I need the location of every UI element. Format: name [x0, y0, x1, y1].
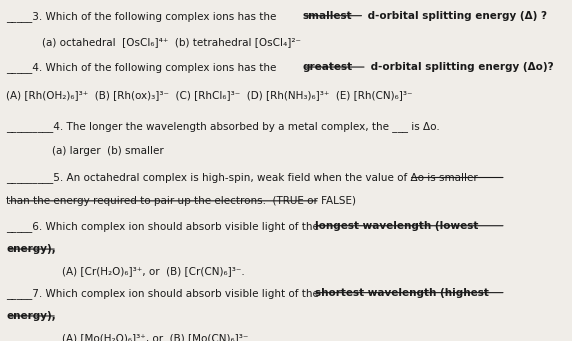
Text: greatest: greatest	[302, 62, 352, 72]
Text: d-orbital splitting energy (Δo)?: d-orbital splitting energy (Δo)?	[367, 62, 554, 72]
Text: (a) octahedral  [OsCl₆]⁴⁺  (b) tetrahedral [OsCl₄]²⁻: (a) octahedral [OsCl₆]⁴⁺ (b) tetrahedral…	[42, 37, 301, 47]
Text: energy),: energy),	[6, 244, 56, 254]
Text: longest wavelength (lowest: longest wavelength (lowest	[315, 221, 478, 231]
Text: (A) [Cr(H₂O)₆]³⁺, or  (B) [Cr(CN)₆]³⁻.: (A) [Cr(H₂O)₆]³⁺, or (B) [Cr(CN)₆]³⁻.	[62, 266, 245, 276]
Text: energy),: energy),	[6, 311, 56, 321]
Text: (A) [Mo(H₂O)₆]³⁺, or  (B) [Mo(CN)₆]³⁻.: (A) [Mo(H₂O)₆]³⁺, or (B) [Mo(CN)₆]³⁻.	[62, 333, 252, 341]
Text: _____7. Which complex ion should absorb visible light of the: _____7. Which complex ion should absorb …	[6, 288, 323, 299]
Text: _____6. Which complex ion should absorb visible light of the: _____6. Which complex ion should absorb …	[6, 221, 323, 232]
Text: (a) larger  (b) smaller: (a) larger (b) smaller	[52, 146, 164, 156]
Text: _________4. The longer the wavelength absorbed by a metal complex, the ___ is Δo: _________4. The longer the wavelength ab…	[6, 121, 440, 132]
Text: _________5. An octahedral complex is high-spin, weak field when the value of Δo : _________5. An octahedral complex is hig…	[6, 173, 478, 183]
Text: d-orbital splitting energy (Δ) ?: d-orbital splitting energy (Δ) ?	[364, 11, 547, 21]
Text: than the energy required to pair up the electrons.  (TRUE or FALSE): than the energy required to pair up the …	[6, 196, 356, 206]
Text: _____4. Which of the following complex ions has the: _____4. Which of the following complex i…	[6, 62, 280, 73]
Text: smallest: smallest	[302, 11, 352, 21]
Text: _____3. Which of the following complex ions has the: _____3. Which of the following complex i…	[6, 11, 280, 21]
Text: (A) [Rh(OH₂)₆]³⁺  (B) [Rh(ox)₃]³⁻  (C) [RhCl₆]³⁻  (D) [Rh(NH₃)₆]³⁺  (E) [Rh(CN)₆: (A) [Rh(OH₂)₆]³⁺ (B) [Rh(ox)₃]³⁻ (C) [Rh…	[6, 90, 413, 100]
Text: shortest wavelength (highest: shortest wavelength (highest	[315, 288, 488, 298]
